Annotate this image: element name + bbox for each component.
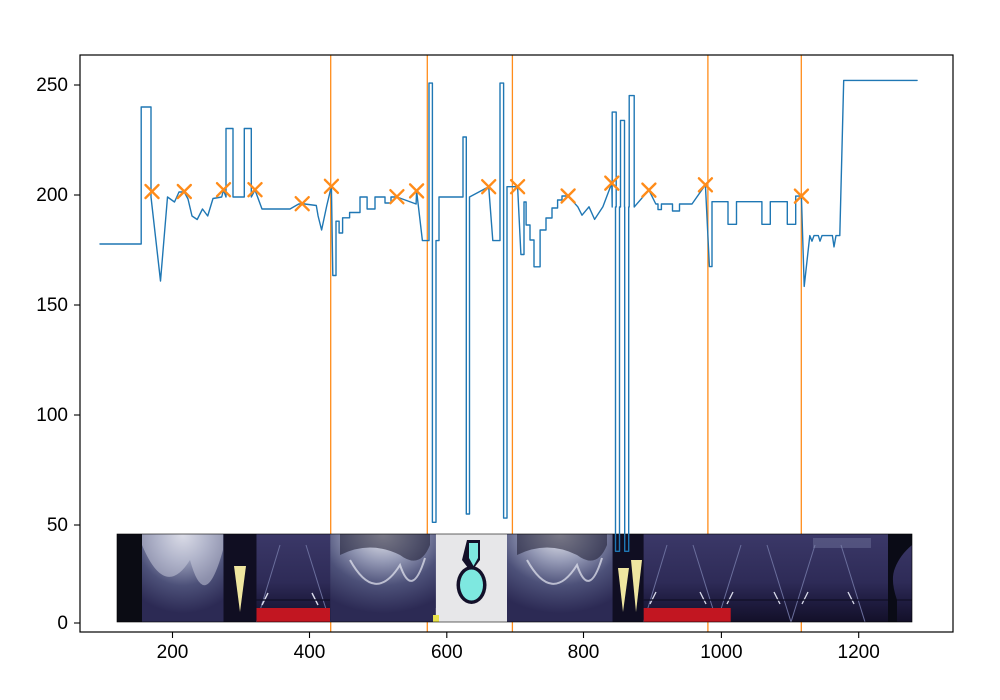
svg-text:150: 150 [36,295,68,316]
svg-text:1000: 1000 [700,642,742,663]
svg-text:50: 50 [47,515,68,536]
svg-text:800: 800 [568,642,600,663]
svg-text:600: 600 [431,642,463,663]
svg-text:100: 100 [36,405,68,426]
svg-text:200: 200 [157,642,189,663]
svg-text:400: 400 [294,642,326,663]
svg-text:0: 0 [57,613,68,634]
svg-text:250: 250 [36,75,68,96]
svg-text:200: 200 [36,185,68,206]
svg-text:1200: 1200 [838,642,880,663]
